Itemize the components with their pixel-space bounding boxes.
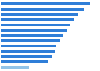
- Bar: [1, 45, 56, 47]
- Bar: [1, 2, 90, 5]
- Bar: [1, 29, 67, 32]
- Bar: [1, 60, 48, 63]
- Bar: [1, 18, 74, 21]
- Bar: [1, 66, 29, 69]
- Bar: [1, 55, 52, 58]
- Bar: [1, 13, 78, 16]
- Bar: [1, 34, 63, 37]
- Bar: [1, 39, 60, 42]
- Bar: [1, 24, 70, 26]
- Bar: [1, 8, 84, 11]
- Bar: [1, 50, 55, 53]
